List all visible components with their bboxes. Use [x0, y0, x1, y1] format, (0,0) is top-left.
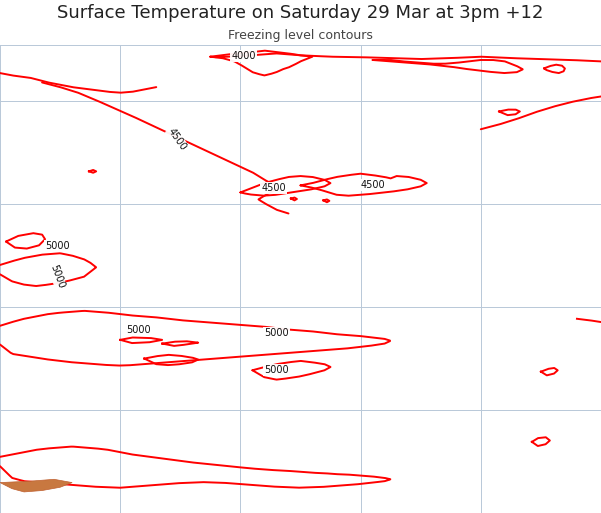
- Text: 5000: 5000: [48, 263, 66, 290]
- Text: 4500: 4500: [261, 183, 285, 193]
- Polygon shape: [0, 479, 72, 492]
- Text: Surface Temperature on Saturday 29 Mar at 3pm +12: Surface Temperature on Saturday 29 Mar a…: [57, 5, 544, 23]
- Text: 5000: 5000: [126, 325, 150, 336]
- Text: 5000: 5000: [264, 328, 288, 338]
- Text: 4500: 4500: [361, 181, 385, 190]
- Text: 4500: 4500: [166, 127, 189, 152]
- Text: Freezing level contours: Freezing level contours: [228, 29, 373, 42]
- Text: 4000: 4000: [231, 51, 255, 61]
- Text: 5000: 5000: [45, 241, 69, 251]
- Text: 5000: 5000: [264, 365, 288, 376]
